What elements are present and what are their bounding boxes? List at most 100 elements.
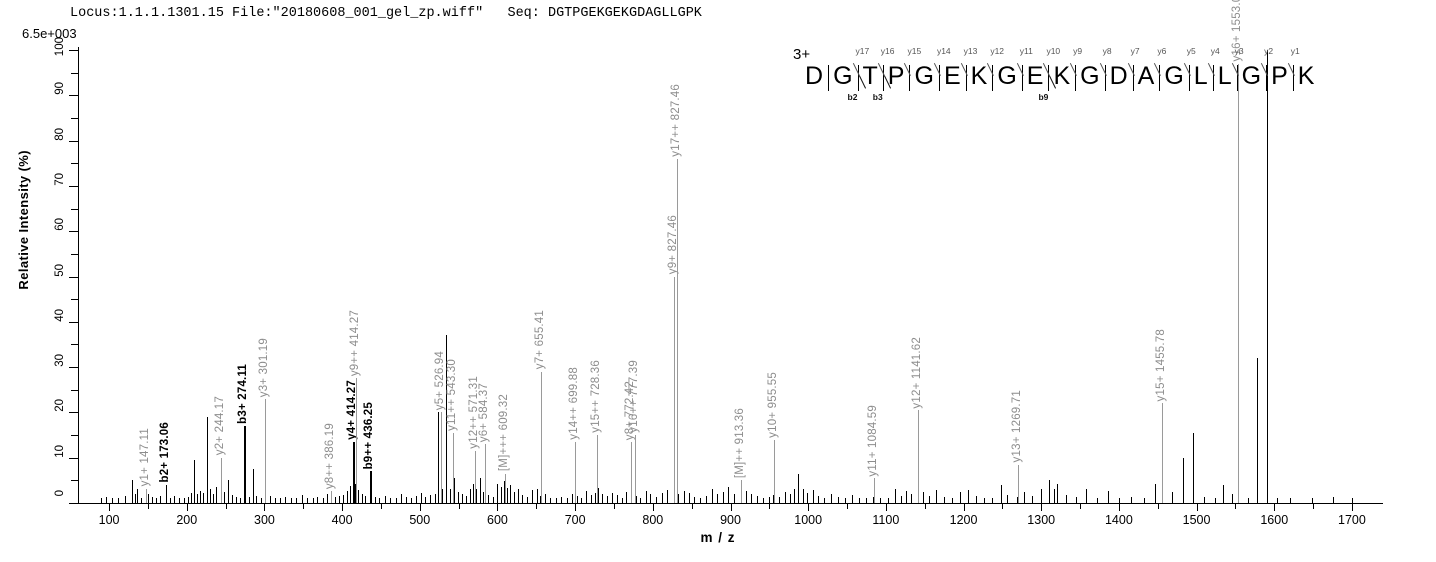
spectrum-peak [688, 493, 690, 503]
spectrum-peak [472, 483, 474, 503]
x-axis-tick-label: 900 [720, 513, 741, 527]
precursor-charge-label: 3+ [793, 46, 811, 63]
x-axis-line [78, 503, 1383, 504]
y-ion-label: y5 [1186, 46, 1196, 56]
spectrum-peak [290, 498, 292, 503]
spectrum-peak [678, 493, 680, 503]
x-axis-minor-tick [380, 504, 382, 509]
x-axis-minor-tick [691, 504, 693, 509]
spectrum-peak [866, 498, 868, 503]
spectrum-peak [405, 496, 407, 503]
residue-divider [1236, 65, 1238, 91]
residue: K [965, 62, 993, 91]
spectrum-peak [255, 495, 257, 503]
residue: P [882, 62, 910, 91]
peak-annotation-label: y4+ 414.27 [346, 379, 359, 440]
spectrum-peak [1024, 492, 1026, 503]
y-axis-tick [69, 140, 78, 142]
spectrum-peak [374, 496, 376, 503]
x-axis-minor-tick [536, 504, 538, 509]
spectrum-peak [537, 488, 539, 503]
x-axis-tick-label: 1700 [1338, 513, 1366, 527]
annotation-leader-line [575, 441, 577, 503]
spectrum-peak [1182, 457, 1184, 503]
spectrum-peak [1311, 498, 1313, 503]
spectrum-peak [301, 494, 303, 503]
spectrum-peak [312, 498, 314, 503]
spectrum-peak [640, 497, 642, 503]
spectrum-peak [509, 484, 511, 503]
spectrum-peak [768, 496, 770, 503]
spectrum-peak [906, 491, 908, 503]
spectrum-canvas: y1+ 147.11 b2+ 173.06 y2+ 244.17 b3+ 274.11… [78, 0, 1383, 504]
spectrum-peak [1086, 489, 1088, 503]
x-axis-title: m / z [700, 530, 736, 545]
annotation-leader-line [676, 158, 678, 503]
spectrum-peak [216, 486, 218, 503]
residue-divider [992, 65, 994, 91]
annotation-leader-line [631, 441, 633, 503]
peak-annotation-label: y9+ 827.46 [667, 215, 680, 275]
peak-annotation-label: y8++ 386.19 [324, 423, 337, 490]
spectrum-peak [586, 491, 588, 503]
x-axis-minor-tick [613, 504, 615, 509]
spectrum-peak [235, 496, 237, 503]
residue-divider [909, 65, 911, 91]
spectrum-peak [191, 493, 193, 503]
spectrum-peak [900, 495, 902, 503]
spectrum-peak [342, 494, 344, 503]
spectrum-peak [1108, 491, 1110, 503]
spectrum-peak [395, 497, 397, 503]
spectrum-peak [888, 498, 890, 503]
spectrum-peak [612, 493, 614, 503]
spectrum-peak [812, 490, 814, 503]
annotation-leader-line [353, 441, 355, 503]
y-ion-label: y8 [1102, 46, 1112, 56]
spectrum-peak [756, 495, 758, 503]
peak-annotation-label: b3+ 274.11 [237, 364, 250, 424]
spectrum-peak [384, 495, 386, 503]
residue: P [1266, 62, 1293, 91]
y-axis-minor-tick [71, 480, 78, 482]
y-axis-tick-label: 50 [53, 263, 66, 277]
spectrum-peak [1277, 498, 1279, 503]
spectrum-peak [1232, 493, 1234, 503]
y-axis-minor-tick [71, 253, 78, 255]
spectrum-peak [327, 493, 329, 503]
locus-file-seq-header: Locus:1.1.1.1301.15 File:"20180608_001_g… [70, 6, 702, 21]
x-axis-minor-tick [303, 504, 305, 509]
y-ion-label: y1 [1290, 46, 1300, 56]
x-axis-tick [1118, 504, 1120, 511]
x-axis-tick [264, 504, 266, 511]
y-ion-label: y12 [990, 46, 1005, 56]
annotation-leader-line [918, 410, 920, 503]
residue: G [1159, 62, 1188, 91]
x-axis-tick [652, 504, 654, 511]
spectrum-peak [453, 478, 455, 503]
spectrum-peak [479, 477, 481, 503]
x-axis-tick [575, 504, 577, 511]
peak-annotation-label: y10+ 955.55 [766, 371, 779, 438]
x-axis-minor-tick [147, 504, 149, 509]
spectrum-peak [1204, 496, 1206, 503]
spectrum-peak [617, 494, 619, 503]
peak-annotation-label: y17++ 827.46 [669, 83, 682, 157]
y-ion-label: y7 [1130, 46, 1140, 56]
spectrum-peak [717, 493, 719, 503]
spectrum-peak [621, 497, 623, 503]
y-ion-label: y17 [855, 46, 870, 56]
spectrum-peak [151, 496, 153, 503]
spectrum-peak [779, 496, 781, 503]
peak-annotation-label: b2+ 173.06 [158, 422, 171, 483]
peak-annotation-label: y14++ 699.88 [568, 367, 581, 440]
spectrum-peak [1066, 494, 1068, 503]
spectrum-peak [606, 495, 608, 503]
annotation-leader-line [740, 480, 742, 503]
peak-annotation-label: y6+ 584.37 [478, 382, 491, 443]
mass-spectrum-plot: y1+ 147.11 b2+ 173.06 y2+ 244.17 b3+ 274.11… [54, 0, 1383, 527]
x-axis-tick-label: 400 [331, 513, 353, 527]
spectrum-peak [187, 496, 189, 503]
x-axis-minor-tick [1313, 504, 1315, 509]
annotation-leader-line [485, 444, 487, 503]
spectrum-peak [322, 498, 324, 503]
